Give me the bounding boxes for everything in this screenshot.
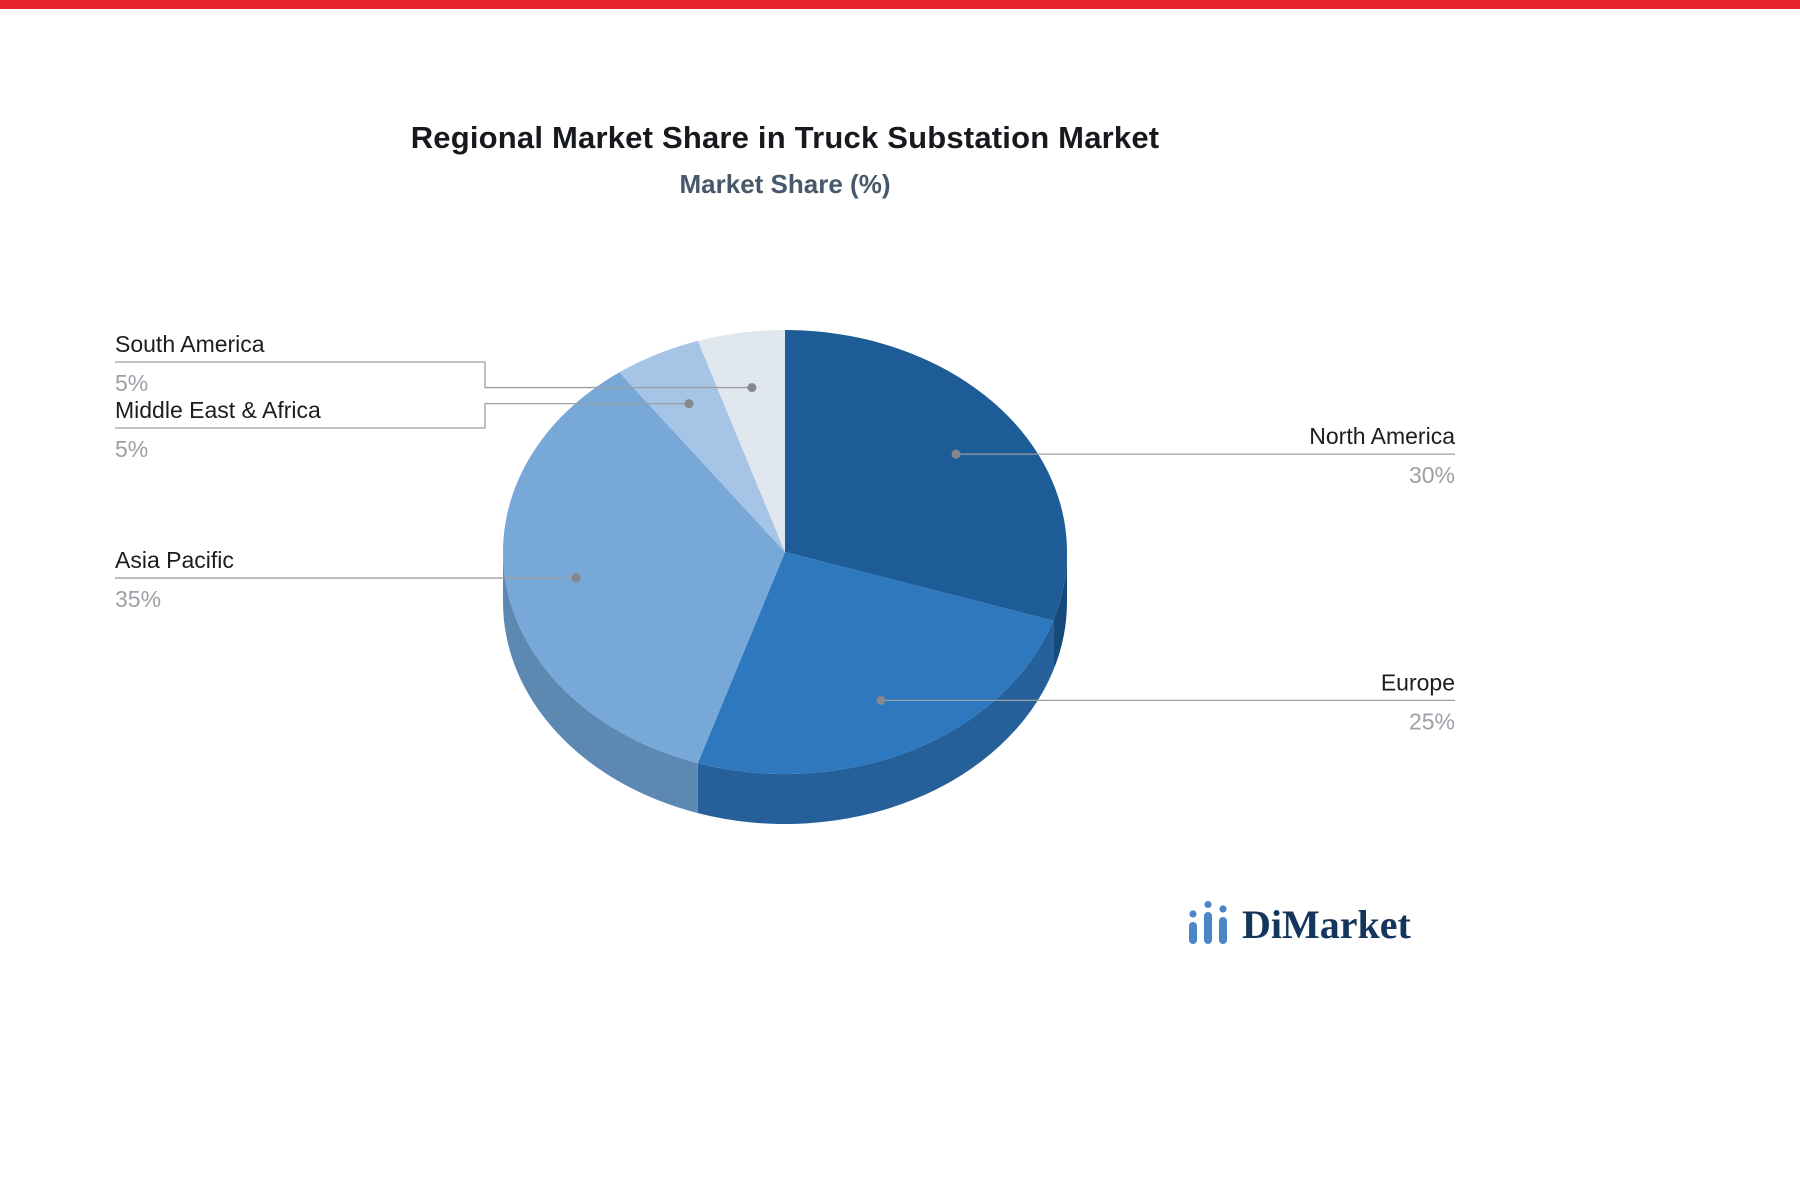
bar-chart-logo-icon bbox=[1189, 900, 1227, 944]
slice-value: 5% bbox=[115, 370, 148, 396]
chart-subtitle: Market Share (%) bbox=[679, 169, 891, 199]
slice-label: Middle East & Africa bbox=[115, 397, 321, 423]
pie-slice-south-america[interactable] bbox=[697, 330, 785, 552]
top-accent-bar bbox=[0, 0, 1800, 9]
slice-label: Europe bbox=[1381, 669, 1455, 695]
leader-dot bbox=[876, 695, 886, 705]
leader-dot bbox=[951, 449, 961, 459]
slice-label: South America bbox=[115, 331, 265, 357]
pie-slice-europe[interactable] bbox=[697, 552, 1054, 774]
leader-dot bbox=[684, 399, 694, 409]
pie-slice-north-america[interactable] bbox=[785, 330, 1067, 621]
slice-value: 5% bbox=[115, 436, 148, 462]
pie-slice-asia-pacific[interactable] bbox=[503, 372, 785, 764]
pie-slice-middle-east-africa[interactable] bbox=[619, 340, 785, 552]
leader-dot bbox=[571, 573, 581, 583]
label-leader-line bbox=[115, 361, 752, 389]
chart-title: Regional Market Share in Truck Substatio… bbox=[410, 120, 1160, 155]
dimarket-logo: DiMarket bbox=[1185, 900, 1411, 948]
pie-slice-side bbox=[697, 620, 1054, 824]
label-leader-line bbox=[115, 402, 689, 429]
slice-label: Asia Pacific bbox=[115, 547, 234, 573]
slice-value: 35% bbox=[115, 586, 161, 612]
pie-slice-side bbox=[503, 552, 698, 814]
pie-slice-side bbox=[1053, 552, 1067, 671]
slice-value: 30% bbox=[1409, 462, 1455, 488]
slice-value: 25% bbox=[1409, 708, 1455, 734]
slice-label: North America bbox=[1309, 423, 1455, 449]
logo-text: DiMarket bbox=[1242, 901, 1411, 947]
leader-dot bbox=[747, 383, 757, 393]
